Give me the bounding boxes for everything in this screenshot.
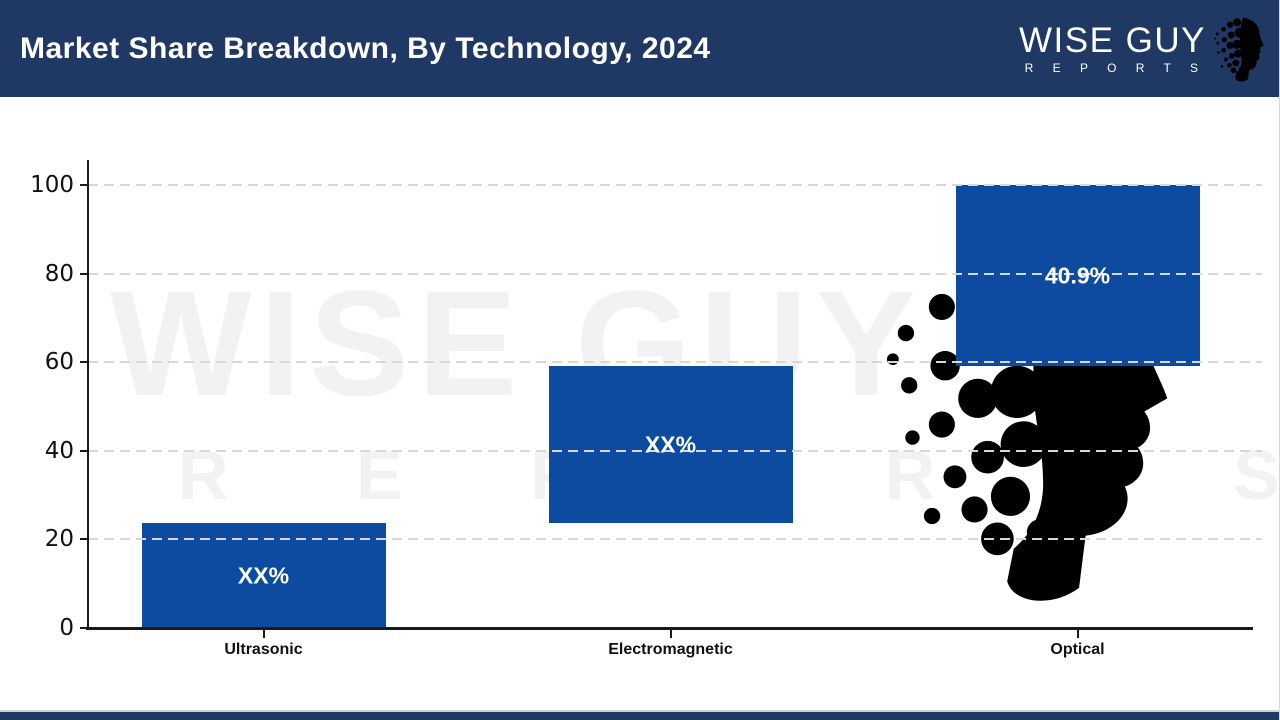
bar-ultrasonic — [141, 523, 386, 628]
y-tick-label-0: 0 — [59, 615, 74, 641]
y-tick-20 — [80, 538, 88, 541]
header-bar: Market Share Breakdown, By Technology, 2… — [0, 0, 1279, 97]
y-axis-line — [87, 160, 89, 629]
y-tick-0 — [80, 627, 88, 629]
x-axis-line — [86, 627, 1253, 630]
gridline-20 — [88, 538, 1262, 541]
y-tick-label-40: 40 — [44, 437, 74, 464]
gridline-60 — [88, 361, 1262, 364]
y-tick-label-100: 100 — [30, 172, 74, 198]
watermark-wordmark: WISE GUY — [110, 259, 925, 427]
logo-wordmark: WISE GUY — [1018, 20, 1206, 60]
wiseguy-logo: WISE GUY R E P O R T S — [1019, 9, 1266, 89]
y-tick-label-80: 80 — [44, 260, 74, 287]
logo-head-icon — [1213, 17, 1264, 81]
x-tick-ultrasonic — [262, 630, 265, 638]
chart-title: Market Share Breakdown, By Technology, 2… — [20, 31, 711, 65]
bar-electromagnetic — [548, 366, 793, 523]
gridline-40 — [88, 449, 1262, 452]
category-label-ultrasonic: Ultrasonic — [224, 641, 303, 658]
category-label-optical: Optical — [1050, 641, 1105, 658]
y-tick-label-60: 60 — [44, 349, 74, 376]
logo-text: WISE GUY R E P O R T S — [1019, 23, 1206, 75]
logo-tagline: R E P O R T S — [1024, 60, 1206, 75]
bar-value-label-electromagnetic: XX% — [644, 431, 697, 458]
footer-bar — [0, 710, 1279, 720]
x-tick-electromagnetic — [669, 630, 672, 638]
bar-optical — [955, 185, 1200, 367]
y-tick-100 — [80, 184, 88, 186]
y-tick-60 — [80, 361, 88, 364]
y-tick-80 — [80, 272, 88, 275]
gridline-100 — [88, 184, 1262, 186]
y-tick-40 — [80, 449, 88, 452]
gridline-80 — [88, 272, 1262, 275]
category-label-electromagnetic: Electromagnetic — [608, 641, 733, 658]
y-tick-label-20: 20 — [44, 526, 74, 553]
x-tick-optical — [1076, 630, 1079, 638]
bar-value-label-optical: 40.9% — [1044, 262, 1111, 289]
bar-value-label-ultrasonic: XX% — [237, 562, 290, 588]
